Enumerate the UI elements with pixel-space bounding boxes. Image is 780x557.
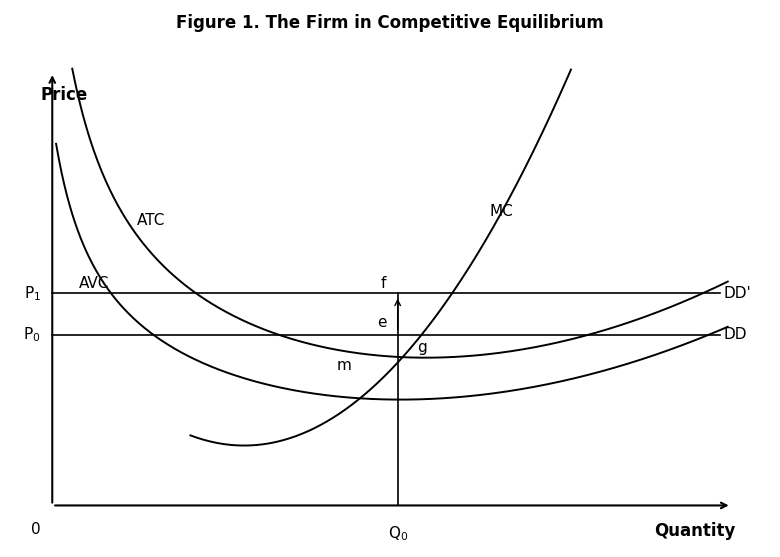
Text: Q$_0$: Q$_0$: [388, 524, 408, 543]
Title: Figure 1. The Firm in Competitive Equilibrium: Figure 1. The Firm in Competitive Equili…: [176, 14, 604, 32]
Text: P$_1$: P$_1$: [23, 284, 41, 303]
Text: 0: 0: [31, 521, 41, 536]
Text: DD: DD: [724, 328, 747, 343]
Text: g: g: [417, 340, 427, 354]
Text: P$_0$: P$_0$: [23, 326, 41, 344]
Text: DD': DD': [724, 286, 752, 301]
Text: Quantity: Quantity: [654, 521, 736, 540]
Text: m: m: [336, 358, 351, 373]
Text: f: f: [381, 276, 386, 291]
Text: ATC: ATC: [136, 213, 165, 228]
Text: MC: MC: [490, 204, 513, 219]
Text: AVC: AVC: [79, 276, 109, 291]
Text: e: e: [377, 315, 386, 330]
Text: Price: Price: [41, 86, 88, 104]
